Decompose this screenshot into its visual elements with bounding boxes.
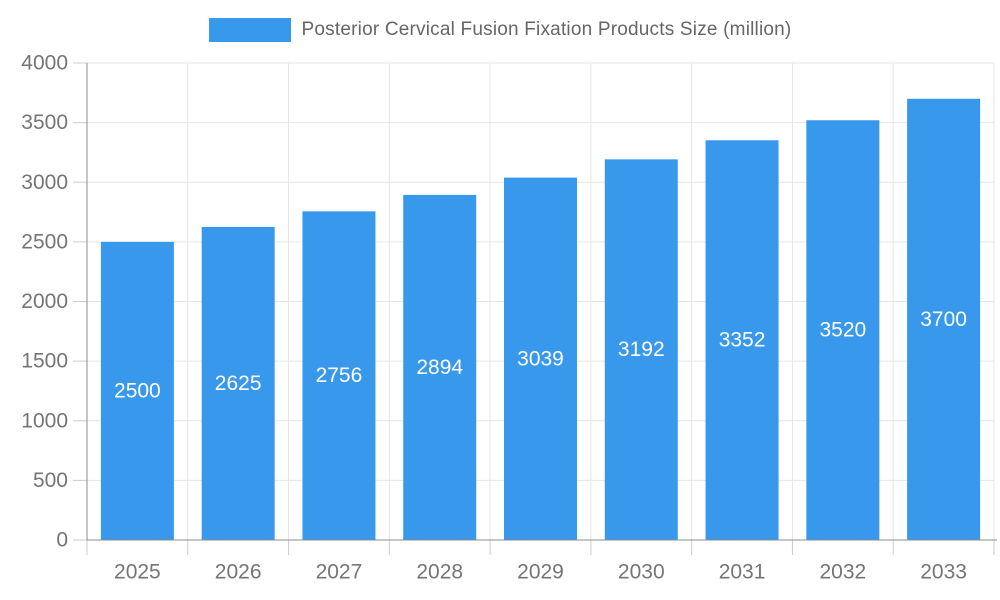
bar-2032[interactable]: [806, 120, 880, 541]
x-axis-tick-label: 2026: [215, 561, 262, 584]
y-axis-tick-label: 3000: [21, 171, 68, 194]
bar-2028[interactable]: [403, 194, 477, 540]
x-axis-tick-label: 2032: [819, 561, 866, 584]
bar-2031[interactable]: [705, 140, 779, 541]
legend-label: Posterior Cervical Fusion Fixation Produ…: [301, 19, 792, 40]
bar-2033[interactable]: [907, 98, 981, 541]
y-axis-tick-label: 500: [33, 469, 68, 492]
bar-value-label: 2625: [215, 372, 262, 395]
bar-value-label: 3039: [517, 347, 564, 370]
bar-value-label: 3520: [819, 319, 866, 342]
x-axis-tick-label: 2029: [517, 561, 564, 584]
y-axis-tick-label: 1500: [21, 350, 68, 373]
bar-value-label: 3352: [719, 329, 766, 352]
bar-2027[interactable]: [302, 211, 376, 541]
bar-2025[interactable]: [100, 241, 174, 540]
y-axis-tick-label: 2000: [21, 290, 68, 313]
x-axis-tick-label: 2031: [719, 561, 766, 584]
x-axis-tick-label: 2025: [114, 561, 161, 584]
x-axis-tick-label: 2028: [416, 561, 463, 584]
y-axis-tick-label: 2500: [21, 230, 68, 253]
bar-2030[interactable]: [604, 159, 678, 540]
y-axis-tick-label: 0: [56, 529, 68, 552]
y-axis-tick-label: 1000: [21, 409, 68, 432]
legend[interactable]: Posterior Cervical Fusion Fixation Produ…: [0, 18, 1000, 42]
bar-value-label: 2756: [316, 364, 363, 387]
legend-swatch: [208, 18, 291, 42]
bar-2029[interactable]: [504, 177, 577, 540]
bar-value-label: 3192: [618, 338, 665, 361]
x-axis-tick-label: 2030: [618, 561, 665, 584]
x-axis-tick-label: 2027: [316, 561, 363, 584]
bar-value-label: 2500: [114, 379, 161, 402]
x-axis-tick-label: 2033: [920, 561, 967, 584]
y-axis-tick-label: 4000: [21, 52, 68, 75]
bar-value-label: 2894: [416, 356, 463, 379]
y-axis-tick-label: 3500: [21, 111, 68, 134]
bar-2026[interactable]: [201, 226, 275, 540]
bar-value-label: 3700: [920, 308, 967, 331]
